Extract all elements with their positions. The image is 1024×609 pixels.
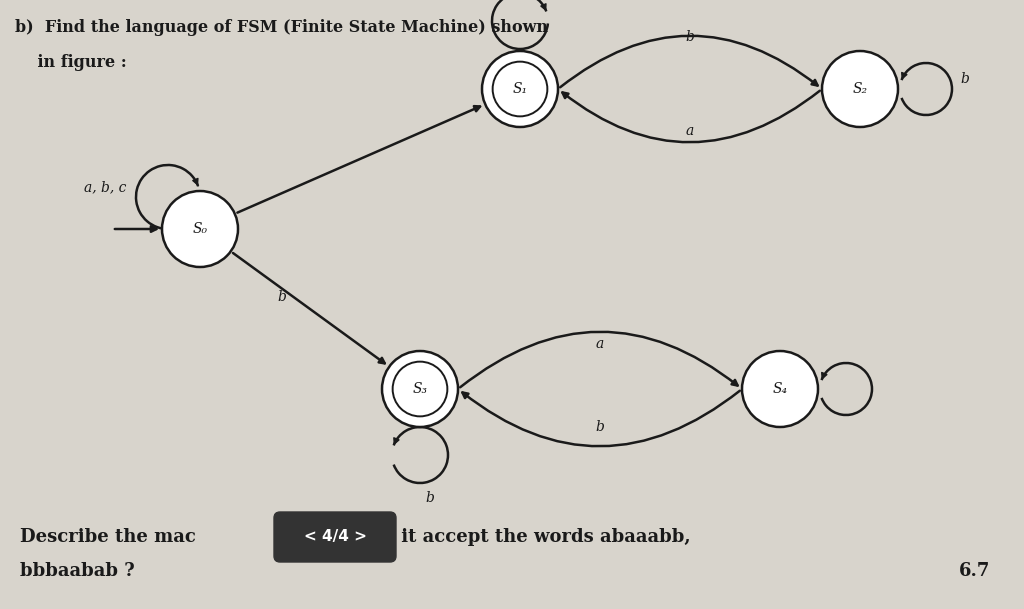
Text: b)  Find the language of FSM (Finite State Machine) shown: b) Find the language of FSM (Finite Stat…	[15, 19, 548, 36]
Text: S₂: S₂	[852, 82, 867, 96]
Text: Describe the mac: Describe the mac	[20, 528, 196, 546]
Text: S₀: S₀	[193, 222, 208, 236]
Text: b: b	[278, 290, 287, 304]
Circle shape	[482, 51, 558, 127]
Text: a: a	[686, 124, 694, 138]
Text: b: b	[426, 491, 434, 505]
Text: S₄: S₄	[772, 382, 787, 396]
Text: bbbaabab ?: bbbaabab ?	[20, 562, 134, 580]
Circle shape	[822, 51, 898, 127]
Text: < 4/4 >: < 4/4 >	[303, 529, 367, 544]
Text: S₁: S₁	[512, 82, 527, 96]
Text: 6.7: 6.7	[958, 562, 990, 580]
Circle shape	[742, 351, 818, 427]
Text: b: b	[961, 72, 969, 86]
Text: a: a	[596, 337, 604, 351]
Text: b: b	[685, 30, 694, 44]
Text: in figure :: in figure :	[15, 54, 127, 71]
FancyBboxPatch shape	[274, 512, 396, 562]
Text: S₃: S₃	[413, 382, 428, 396]
Circle shape	[162, 191, 238, 267]
Text: it accept the words abaaabb,: it accept the words abaaabb,	[395, 528, 690, 546]
Text: b: b	[596, 420, 604, 434]
Text: a, b, c: a, b, c	[84, 180, 126, 194]
Circle shape	[382, 351, 458, 427]
